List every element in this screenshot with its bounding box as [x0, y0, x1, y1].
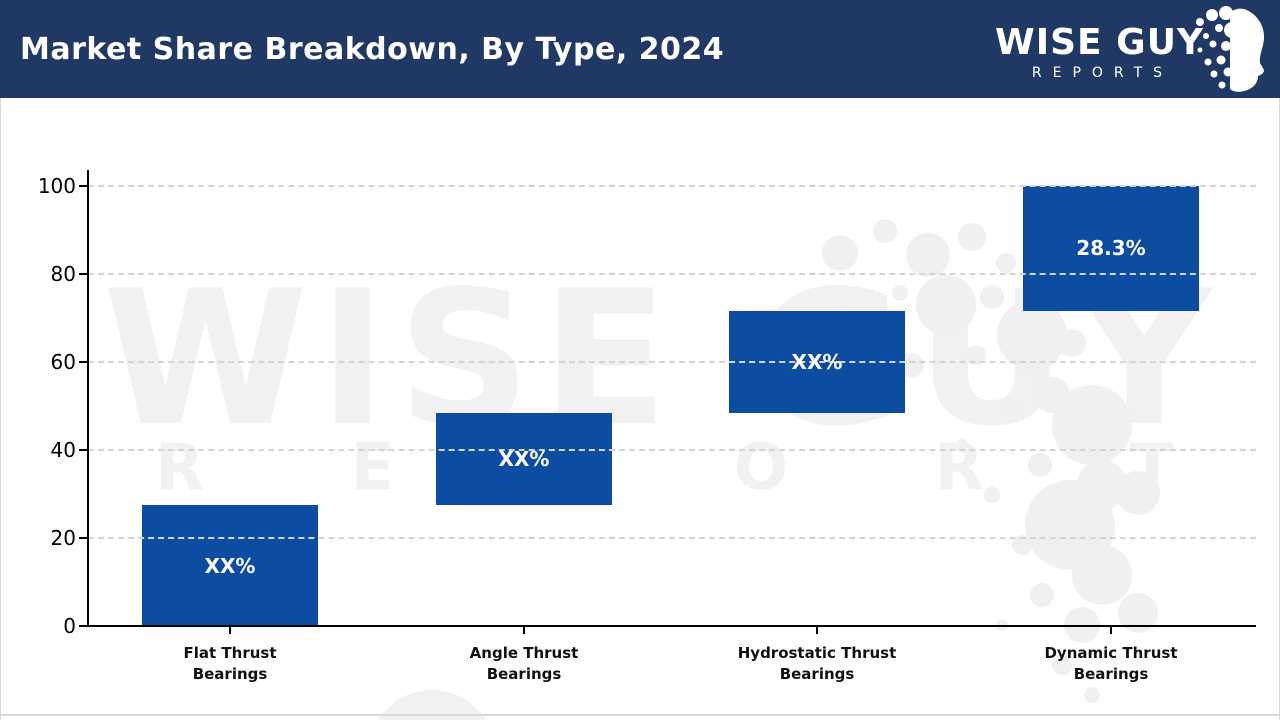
- y-tick-mark: [79, 537, 88, 539]
- brand-logo-text: WISE GUY REPORTS: [995, 22, 1204, 81]
- header-bar: Market Share Breakdown, By Type, 2024 WI…: [0, 0, 1280, 98]
- y-tick-label: 0: [63, 614, 76, 638]
- y-axis-line: [87, 170, 89, 627]
- bar-value-label: 28.3%: [1076, 236, 1146, 261]
- bar-segment: [1023, 186, 1199, 311]
- x-category-label: Hydrostatic Thrust Bearings: [737, 644, 897, 683]
- x-tick-mark: [1110, 626, 1112, 634]
- brand-logo: WISE GUY REPORTS: [995, 6, 1266, 92]
- x-category-label: Angle Thrust Bearings: [469, 644, 579, 683]
- y-tick-label: 40: [50, 438, 76, 462]
- x-category-label: Flat Thrust Bearings: [183, 644, 277, 683]
- bar-value-label: XX%: [204, 553, 256, 578]
- x-tick-mark: [229, 626, 231, 634]
- bar-value-label: XX%: [498, 446, 550, 471]
- y-tick-mark: [79, 449, 88, 451]
- gridline: [88, 537, 1256, 539]
- gridline: [88, 185, 1256, 187]
- frame-left-line: [0, 98, 1, 720]
- y-tick-mark: [79, 625, 88, 627]
- x-axis-line: [85, 625, 1256, 627]
- brand-name: WISE GUY: [994, 22, 1204, 63]
- x-tick-mark: [523, 626, 525, 634]
- y-tick-mark: [79, 185, 88, 187]
- y-tick-label: 80: [50, 262, 76, 286]
- x-tick-mark: [816, 626, 818, 634]
- gridline: [88, 449, 1256, 451]
- y-tick-mark: [79, 273, 88, 275]
- chart-plot-area: WISE GUY R E P O R T S XX%XX%XX%28.3% 02…: [0, 98, 1280, 720]
- y-tick-mark: [79, 361, 88, 363]
- gridline: [88, 361, 1256, 363]
- chart-title: Market Share Breakdown, By Type, 2024: [20, 31, 725, 67]
- gridline: [88, 273, 1256, 275]
- y-tick-label: 20: [50, 526, 76, 550]
- x-category-label: Dynamic Thrust Bearings: [1044, 644, 1178, 683]
- frame-bottom-line: [0, 714, 1280, 716]
- bar-segment: [436, 412, 612, 505]
- y-tick-label: 60: [50, 350, 76, 374]
- y-tick-label: 100: [37, 174, 76, 198]
- bar-segment: [142, 505, 318, 626]
- wiseguy-face-icon: [1196, 6, 1265, 92]
- bar-value-label: XX%: [791, 349, 843, 374]
- brand-subtitle: REPORTS: [1031, 65, 1174, 81]
